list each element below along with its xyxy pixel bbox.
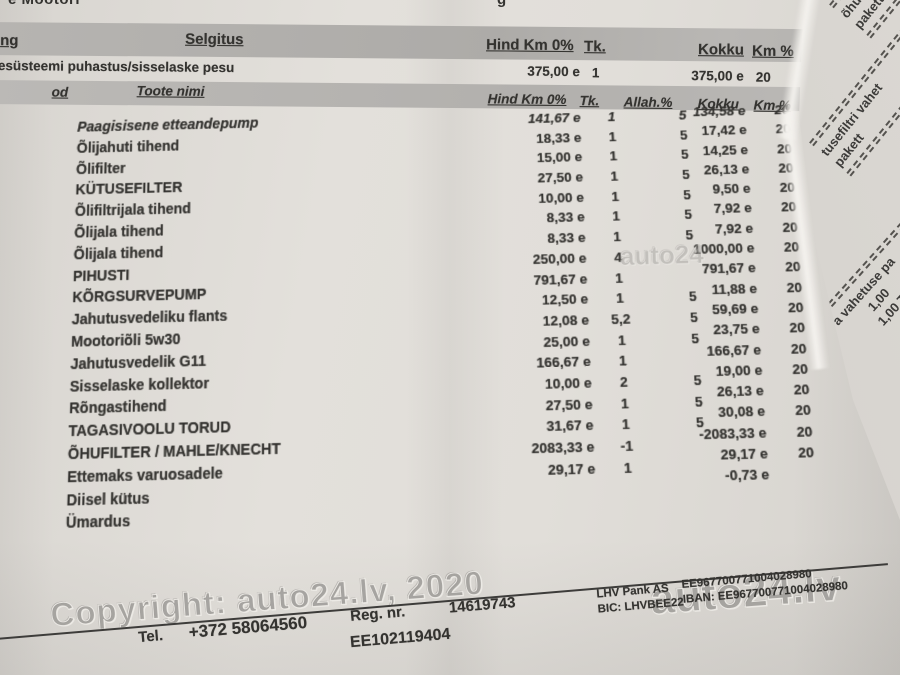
telephone-label: Tel. [138, 627, 164, 646]
service-description: esüsteemi puhastus/sisselaske pesu [0, 58, 234, 75]
row-total: 23,75 e [656, 321, 760, 344]
row-total: 30,08 e [660, 403, 765, 426]
vat-percent: 20 [760, 340, 807, 362]
row-total: 14,25 e [647, 142, 749, 164]
row-total: -2083,33 e [661, 424, 767, 448]
row-total: 9,50 e [649, 181, 751, 203]
quantity: 5,2 [589, 310, 654, 332]
vat-percent: 20 [763, 381, 810, 403]
quantity: 1 [587, 269, 651, 291]
product-name-column: Paagisisene etteandepump Õlijahuti tihen… [65, 114, 280, 537]
row-total: 134,58 e [645, 103, 746, 125]
services-col-km: Km % [752, 43, 794, 60]
quantity: -1 [594, 437, 660, 460]
quantity: 1 [593, 416, 659, 439]
service-total: 375,00 e [664, 68, 744, 84]
services-col-selgitus: Selgitus [185, 31, 244, 49]
services-col-hind: Hind Km 0% [486, 36, 574, 54]
row-total: 166,67 e [657, 341, 762, 364]
quantity: 1 [582, 148, 645, 169]
unit-price [454, 482, 597, 507]
vat-percent: 20 [767, 444, 815, 466]
vat-percent: 20 [755, 259, 801, 280]
quantity: 1 [584, 188, 648, 210]
row-total: 29,17 e [663, 445, 769, 469]
service-vat: 20 [756, 70, 771, 85]
quantity: 1 [584, 208, 648, 230]
services-col-partial: ng [0, 32, 18, 49]
footer-vat-number: EE102119404 [349, 626, 451, 652]
vat-percent: 20 [758, 299, 805, 320]
row-total: -0,73 e [664, 466, 770, 490]
row-total: 11,88 e [654, 280, 758, 303]
vat-percent: 20 [754, 239, 800, 260]
service-price: 375,00 e [500, 63, 580, 79]
services-col-tk: Tk. [584, 38, 606, 55]
products-table: Paagisisene etteandepump Õlijahuti tihen… [0, 95, 900, 573]
row-total: 26,13 e [648, 161, 750, 183]
quantity: 1 [588, 290, 653, 312]
row-total: 19,00 e [658, 362, 763, 385]
row-total: 7,92 e [650, 200, 753, 222]
row-total: 26,13 e [659, 382, 764, 405]
row-total: 59,69 e [655, 300, 759, 323]
watermark-center: auto24 [620, 239, 705, 272]
quantity: 1 [595, 458, 661, 481]
vat-percent: 20 [759, 320, 806, 342]
quantity [596, 480, 662, 503]
quantity: 1 [592, 394, 658, 417]
quantity: 1 [580, 108, 643, 129]
vat-percent: 20 [764, 402, 811, 424]
services-col-kokku: Kokku [698, 41, 744, 58]
products-col-toote-nimi: Toote nimi [137, 83, 205, 99]
vat-percent: 20 [766, 423, 813, 445]
product-name: Ümardus [65, 508, 280, 537]
quantity: 1 [590, 331, 655, 353]
vat-percent: 20 [762, 361, 809, 383]
quantity: 1 [590, 352, 655, 375]
quantity: 1 [581, 128, 644, 149]
products-col-kood-partial: od [52, 85, 69, 100]
quantity: 1 [583, 168, 647, 189]
row-total: 17,42 e [646, 122, 747, 144]
vat-percent [769, 465, 817, 487]
vat-percent: 20 [756, 279, 802, 300]
reg-label: Reg. nr. [350, 603, 406, 625]
product-total-row: -0,73 e [664, 465, 823, 490]
quantity: 2 [591, 373, 656, 396]
invoice-photo: e Mootori g ng Selgitus Hind Km 0% Tk. K… [0, 0, 900, 675]
service-qty: 1 [592, 65, 600, 80]
